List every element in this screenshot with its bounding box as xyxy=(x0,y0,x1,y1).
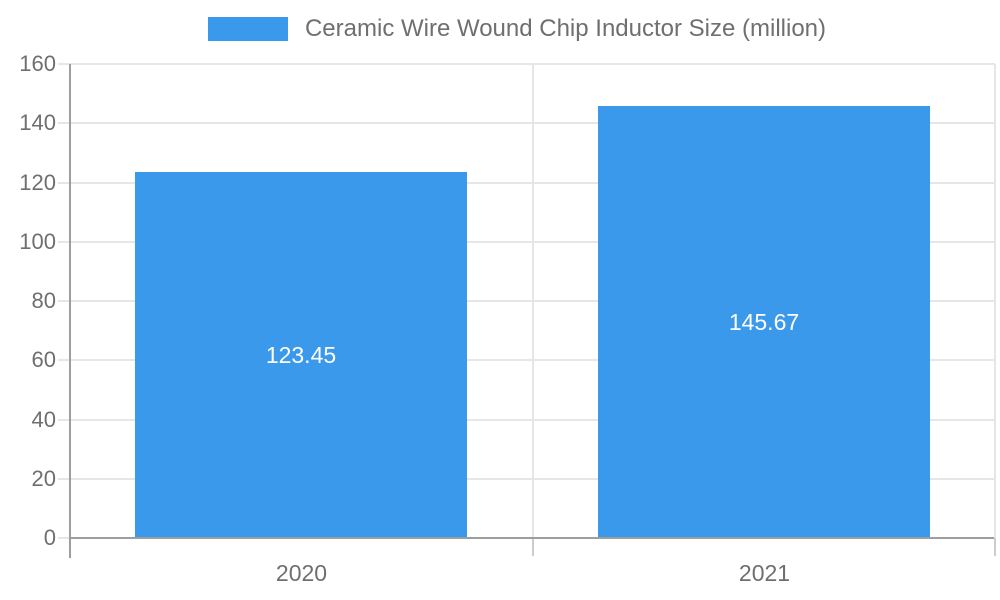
y-tick-20 xyxy=(58,478,70,480)
y-axis-label-40: 40 xyxy=(31,407,56,432)
bar-2021[interactable]: 145.67 xyxy=(598,106,930,538)
legend[interactable]: Ceramic Wire Wound Chip Inductor Size (m… xyxy=(17,17,1000,41)
x-tick-1 xyxy=(532,538,534,556)
bar-value-label-2021: 145.67 xyxy=(728,309,800,335)
y-axis-label-140: 140 xyxy=(19,110,56,135)
y-tick-140 xyxy=(58,122,70,124)
gridline-x-1 xyxy=(532,64,534,538)
y-axis-label-100: 100 xyxy=(19,229,56,254)
legend-label: Ceramic Wire Wound Chip Inductor Size (m… xyxy=(304,15,827,42)
bar-value-label-2020: 123.45 xyxy=(265,342,337,368)
y-tick-60 xyxy=(58,359,70,361)
y-tick-120 xyxy=(58,182,70,184)
y-axis-label-20: 20 xyxy=(31,466,56,491)
x-tick-2 xyxy=(994,538,996,556)
y-axis-label-80: 80 xyxy=(31,288,56,313)
y-tick-40 xyxy=(58,419,70,421)
x-axis-label-2020: 2020 xyxy=(275,560,328,586)
y-tick-100 xyxy=(58,241,70,243)
y-tick-0 xyxy=(58,537,70,539)
y-tick-80 xyxy=(58,300,70,302)
y-axis-label-0: 0 xyxy=(43,525,56,550)
x-axis-label-2021: 2021 xyxy=(738,560,791,586)
gridline-x-2 xyxy=(994,64,996,538)
bar-2020[interactable]: 123.45 xyxy=(135,172,467,538)
y-axis-label-60: 60 xyxy=(31,347,56,372)
legend-swatch xyxy=(207,17,288,41)
y-tick-160 xyxy=(58,63,70,65)
y-axis-label-120: 120 xyxy=(19,170,56,195)
y-axis-label-160: 160 xyxy=(19,51,56,76)
x-axis-line xyxy=(70,537,994,539)
y-axis-line xyxy=(69,64,71,558)
